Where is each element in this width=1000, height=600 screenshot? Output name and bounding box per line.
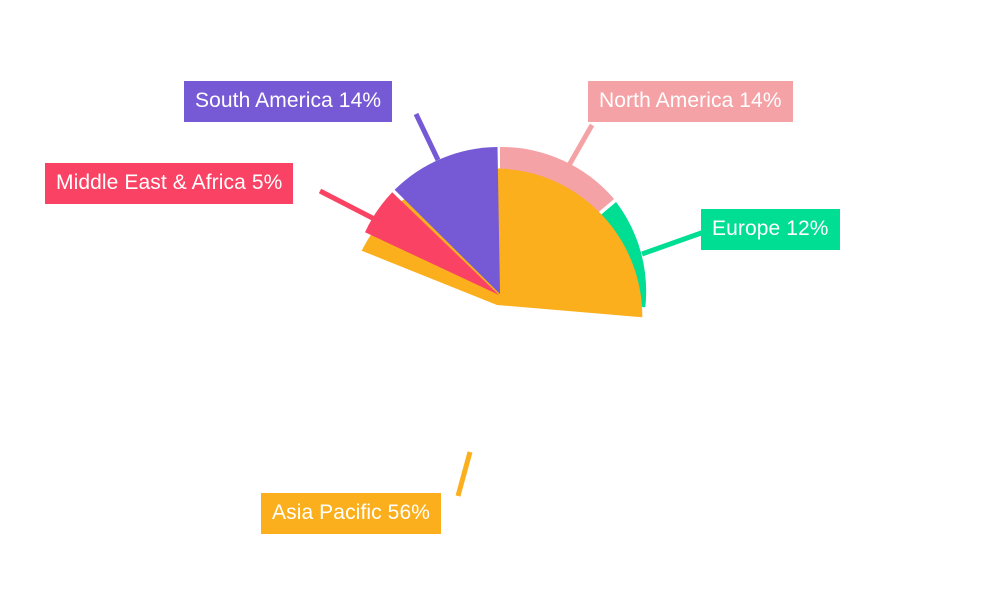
leader-line-europe	[641, 229, 705, 257]
pie-label-south-america[interactable]: South America 14%	[184, 81, 393, 122]
pie-slice-south-america[interactable]	[394, 147, 500, 294]
leader-line-south-america	[413, 112, 441, 162]
pie-slice-middle-east-africa[interactable]	[365, 192, 499, 295]
pie-slices	[361, 146, 647, 318]
pie-label-middle-east-africa[interactable]: Middle East & Africa 5%	[45, 163, 294, 204]
pie-label-asia-pacific[interactable]: Asia Pacific 56%	[261, 493, 442, 534]
pie-label-north-america[interactable]: North America 14%	[588, 81, 793, 122]
pie-label-europe[interactable]: Europe 12%	[701, 209, 840, 250]
leader-line-asia-pacific	[455, 451, 473, 497]
